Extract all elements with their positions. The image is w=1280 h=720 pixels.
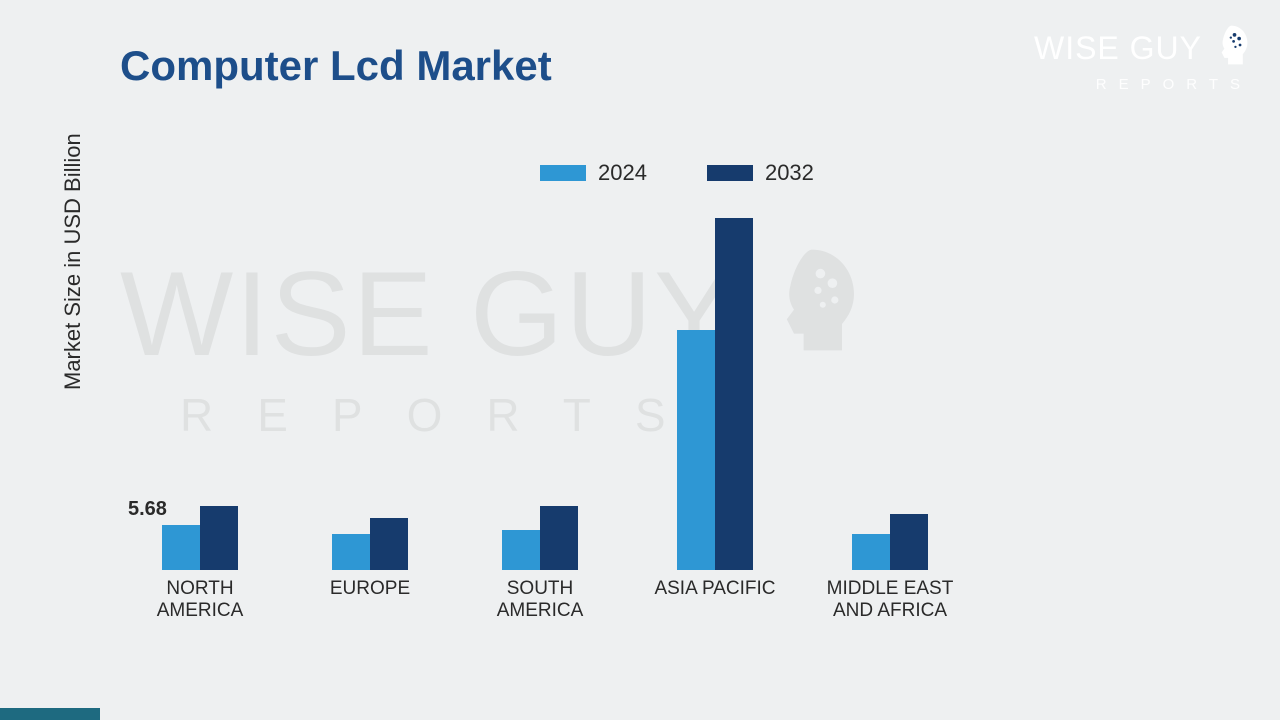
bar-2032 [200,506,238,570]
bar-cluster: SOUTH AMERICA [480,210,600,570]
legend-label-2032: 2032 [765,160,814,186]
legend-item-2032: 2032 [707,160,814,186]
bar-2024 [852,534,890,570]
logo-line2: REPORTS [1034,77,1252,93]
bar-2032 [370,518,408,570]
chart-title: Computer Lcd Market [120,42,552,90]
bar-2024 [332,534,370,570]
category-label: EUROPE [300,578,440,600]
bottom-accent-bar [0,708,100,720]
head-icon [1206,22,1252,75]
stage: WISE GUY REPORTS Computer Lcd Market WIS… [0,0,1280,720]
bar-2024 [677,330,715,570]
bar-2024 [162,525,200,570]
bar-2032 [715,218,753,570]
bar-cluster: EUROPE [310,210,430,570]
category-label: ASIA PACIFIC [645,578,785,600]
bar-value-label: 5.68 [128,498,167,521]
category-label: NORTH AMERICA [130,578,270,622]
bar-cluster: MIDDLE EAST AND AFRICA [830,210,950,570]
bar-2024 [502,530,540,570]
category-label: SOUTH AMERICA [470,578,610,622]
legend-swatch-2024 [540,165,586,181]
y-axis-label: Market Size in USD Billion [60,133,86,390]
bar-2032 [890,514,928,570]
category-label: MIDDLE EAST AND AFRICA [820,578,960,622]
legend-item-2024: 2024 [540,160,647,186]
legend-label-2024: 2024 [598,160,647,186]
bar-cluster: ASIA PACIFIC [655,210,775,570]
legend-swatch-2032 [707,165,753,181]
logo-line1: WISE GUY [1034,32,1202,66]
bar-2032 [540,506,578,570]
bar-cluster: 5.68NORTH AMERICA [140,210,260,570]
legend: 2024 2032 [540,160,814,186]
brand-logo: WISE GUY REPORTS [1034,22,1252,92]
bar-chart: 5.68NORTH AMERICA EUROPE SOUTH AMERICA ASIA… [110,210,980,570]
